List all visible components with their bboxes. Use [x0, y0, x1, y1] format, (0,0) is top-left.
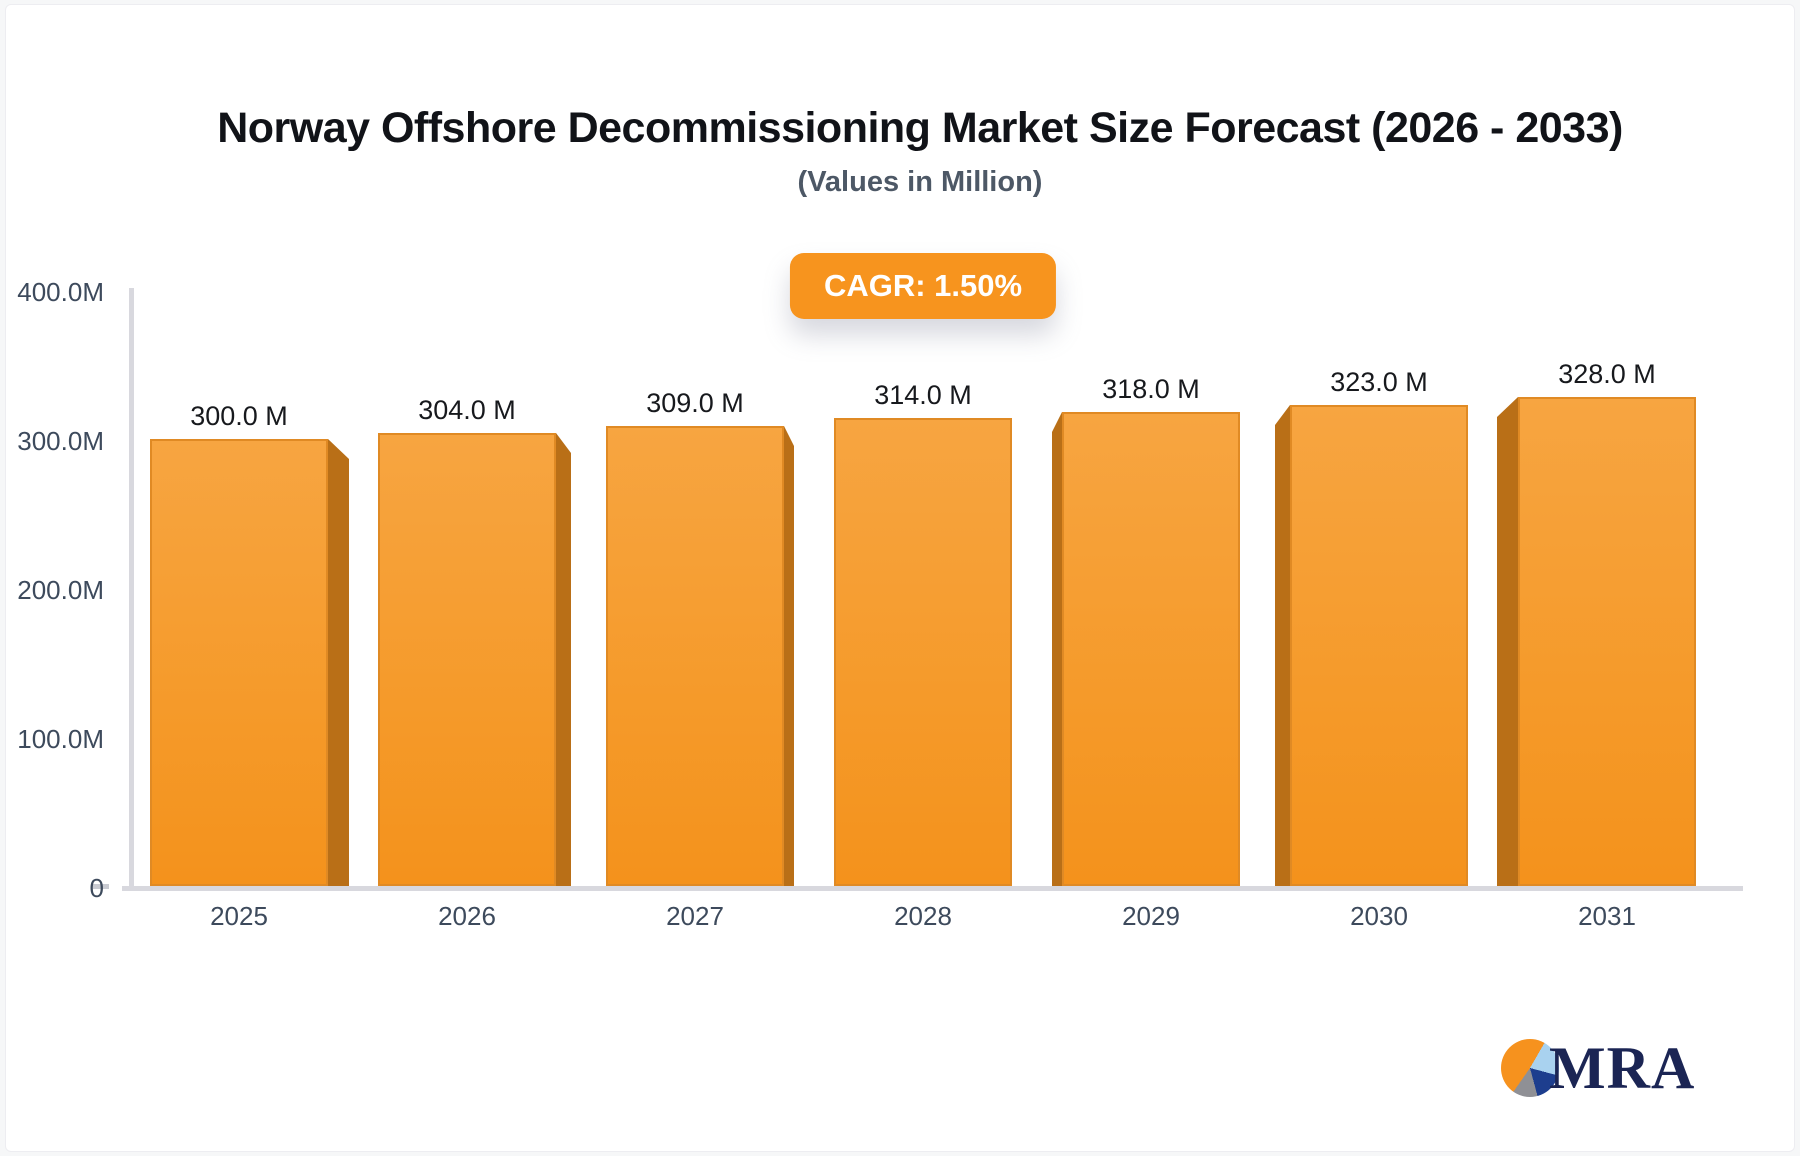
bar-front-face	[378, 433, 556, 886]
pie-chart-logo-icon	[1501, 1039, 1559, 1097]
bar-2029	[1052, 412, 1240, 886]
y-axis-tick-label: 100.0M	[17, 724, 104, 754]
x-axis-category-label: 2030	[1350, 901, 1408, 931]
bar-front-face	[606, 426, 784, 886]
bar-2030	[1275, 405, 1468, 886]
zero-tick-mark	[93, 884, 109, 889]
bar-value-label: 328.0 M	[1558, 359, 1656, 389]
bar-side-face	[556, 433, 571, 886]
bar-value-label: 304.0 M	[418, 395, 516, 425]
bar-side-face	[1052, 412, 1062, 886]
bar-value-label: 318.0 M	[1102, 374, 1200, 404]
bar-front-face	[834, 418, 1012, 886]
bar-2025	[150, 439, 349, 886]
x-axis-category-label: 2027	[666, 901, 724, 931]
bar-front-face	[1290, 405, 1468, 886]
bar-2026	[378, 433, 571, 886]
x-axis-line	[122, 886, 1743, 891]
x-axis-category-label: 2025	[210, 901, 268, 931]
bar-side-face	[1275, 405, 1290, 886]
bar-2031	[1497, 397, 1696, 886]
x-axis-category-label: 2028	[894, 901, 952, 931]
bar-side-face	[784, 426, 794, 886]
bar-front-face	[1062, 412, 1240, 886]
x-axis-category-label: 2029	[1122, 901, 1180, 931]
cagr-badge: CAGR: 1.50%	[789, 253, 1057, 319]
bar-value-label: 314.0 M	[874, 380, 972, 410]
bar-value-label: 309.0 M	[646, 388, 744, 418]
y-axis-tick-label: 200.0M	[17, 575, 104, 605]
logo-text: MRA	[1549, 1034, 1696, 1101]
chart-title: Norway Offshore Decommissioning Market S…	[217, 104, 1623, 152]
bar-side-face	[328, 439, 349, 886]
y-axis-tick-label: 0	[89, 873, 104, 903]
y-axis-line	[129, 288, 134, 889]
y-axis-tick-label: 400.0M	[17, 277, 104, 307]
bar-value-label: 323.0 M	[1330, 367, 1428, 397]
bar-2027	[606, 426, 794, 886]
chart-subtitle: (Values in Million)	[797, 166, 1043, 198]
brand-logo: MRA	[1501, 1034, 1696, 1101]
bar-2028	[834, 418, 1012, 886]
bar-value-label: 300.0 M	[190, 401, 288, 431]
bar-front-face	[1518, 397, 1696, 886]
x-axis-category-label: 2026	[438, 901, 496, 931]
x-axis-category-label: 2031	[1578, 901, 1636, 931]
y-axis-tick-label: 300.0M	[17, 426, 104, 456]
bar-side-face	[1497, 397, 1518, 886]
bar-front-face	[150, 439, 328, 886]
